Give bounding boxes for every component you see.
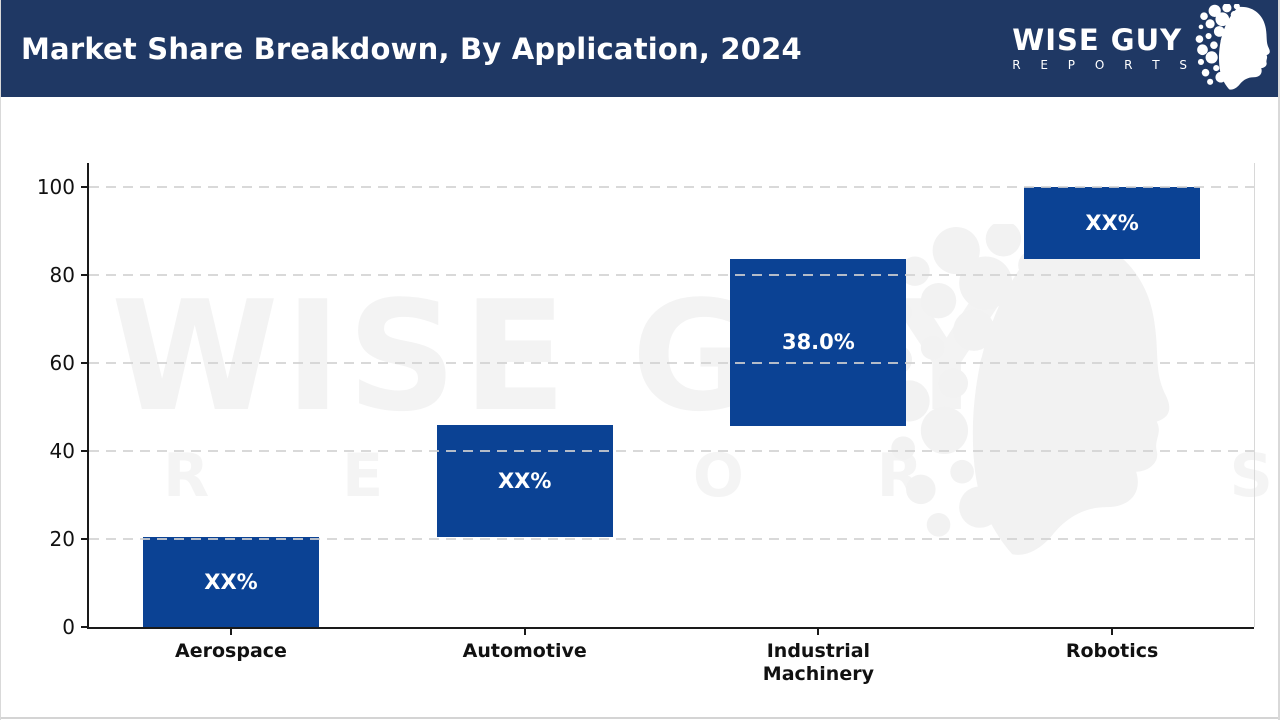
- x-axis-tick: [230, 627, 232, 635]
- gridline-40: [89, 450, 1254, 452]
- plot-area: XX% XX% 38.0% XX% 0 20 40 60 80 100 Aerospace Autom…: [1, 97, 1278, 720]
- x-axis-category-label: Robotics: [1065, 640, 1159, 662]
- bottom-border: [1, 717, 1278, 719]
- y-axis-tick: [81, 538, 89, 540]
- y-axis-tick: [81, 362, 89, 364]
- bar-automotive: [436, 425, 613, 537]
- bar-value-label: XX%: [1085, 211, 1139, 236]
- bar-value-label: XX%: [204, 570, 258, 595]
- y-axis-tick-label: 80: [49, 263, 75, 287]
- bar-industrial-machinery: [730, 258, 907, 426]
- y-axis-tick-label: 60: [49, 351, 75, 375]
- x-axis-category-label: Automotive: [462, 640, 587, 662]
- y-axis-tick: [81, 274, 89, 276]
- x-axis-tick: [523, 627, 526, 635]
- y-axis-line: [87, 163, 89, 629]
- right-spine: [1254, 163, 1255, 627]
- bar-robotics: [1024, 187, 1201, 260]
- y-axis-tick-label: 40: [49, 439, 75, 463]
- x-axis-line: [87, 627, 1254, 629]
- bar-aerospace: [143, 537, 319, 627]
- x-axis-category-label: Industrial Machinery: [762, 640, 874, 685]
- logo-line2: R E P O R T S: [1012, 58, 1195, 72]
- x-axis-tick: [1111, 627, 1114, 635]
- y-axis-tick: [81, 626, 89, 628]
- gridline-60: [89, 362, 1254, 364]
- gridline-80: [89, 274, 1254, 276]
- y-axis-tick: [81, 450, 89, 452]
- gridline-20: [89, 538, 1254, 540]
- gridline-100: [89, 186, 1254, 188]
- x-axis-category-label: Aerospace: [175, 640, 287, 662]
- bar-value-label: XX%: [497, 469, 552, 494]
- y-axis-tick: [81, 186, 89, 188]
- logo-wordmark: WISE GUY R E P O R T S: [1012, 24, 1195, 73]
- logo-line1: WISE GUY: [1012, 23, 1183, 57]
- y-axis-tick-label: 100: [36, 175, 75, 199]
- header-bar: Market Share Breakdown, By Application, …: [1, 0, 1278, 97]
- y-axis-tick-label: 20: [49, 527, 75, 551]
- brand-logo: WISE GUY R E P O R T S: [1012, 0, 1273, 97]
- y-axis-tick-label: 0: [62, 615, 75, 639]
- bar-value-label: 38.0%: [781, 330, 855, 355]
- chart-title: Market Share Breakdown, By Application, …: [21, 31, 802, 66]
- wiseguy-face-icon: [1193, 4, 1273, 94]
- x-axis-tick: [817, 627, 820, 635]
